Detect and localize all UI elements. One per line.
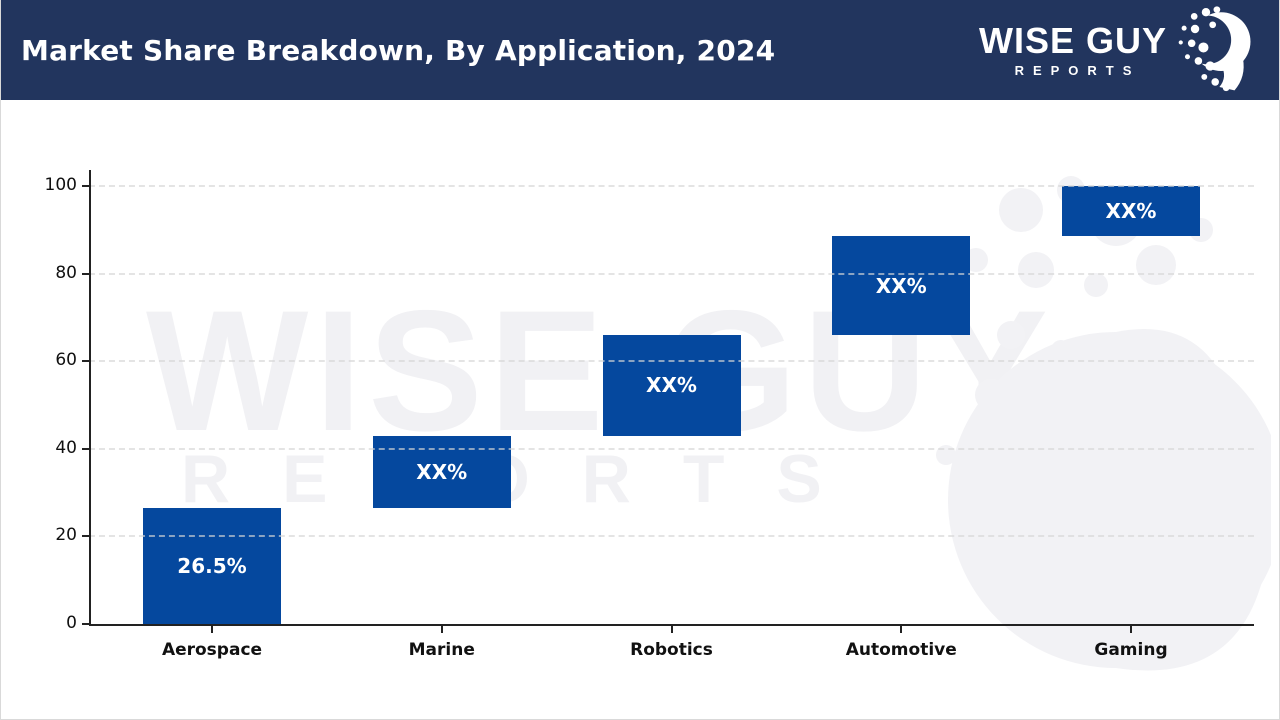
watermark-subtext: REPORTS bbox=[181, 441, 874, 517]
bar-value-label: XX% bbox=[416, 459, 468, 484]
y-axis-line bbox=[89, 170, 91, 626]
y-gridline bbox=[89, 272, 1254, 275]
bar-automotive: XX% bbox=[832, 236, 971, 335]
x-axis-tick-mark bbox=[440, 626, 443, 633]
wiseguy-head-icon bbox=[1178, 6, 1251, 92]
x-axis-tick-mark bbox=[211, 626, 213, 633]
logo-line1: WISE GUY bbox=[978, 20, 1167, 61]
x-axis-tick-mark bbox=[900, 626, 903, 633]
x-axis-category-label: Robotics bbox=[630, 640, 713, 660]
bar-value-label: XX% bbox=[1105, 199, 1157, 224]
x-axis-category-label: Automotive bbox=[845, 640, 957, 660]
bar-aerospace: 26.5% bbox=[143, 507, 281, 624]
y-axis-tick-mark bbox=[82, 185, 89, 187]
y-axis-tick-label: 0 bbox=[66, 613, 77, 633]
page-title: Market Share Breakdown, By Application, … bbox=[21, 33, 776, 67]
bar-value-label: XX% bbox=[875, 273, 927, 298]
header-bar: Market Share Breakdown, By Application, … bbox=[1, 0, 1279, 100]
y-axis-tick-label: 100 bbox=[44, 175, 77, 195]
x-axis-tick-mark bbox=[670, 626, 673, 633]
bar-gaming: XX% bbox=[1062, 186, 1200, 237]
bar-robotics: XX% bbox=[602, 334, 741, 436]
logo-wordmark: WISE GUY REPORTS bbox=[978, 20, 1167, 78]
logo-line2: REPORTS bbox=[1014, 63, 1141, 78]
y-axis-tick-label: 60 bbox=[55, 350, 77, 371]
x-axis-line bbox=[89, 624, 1254, 626]
y-axis-tick-mark bbox=[82, 447, 89, 450]
y-axis-tick-label: 20 bbox=[55, 525, 77, 546]
x-axis-tick-mark bbox=[1130, 626, 1132, 633]
y-gridline bbox=[89, 360, 1254, 363]
y-gridline bbox=[89, 185, 1254, 187]
bar-marine: XX% bbox=[372, 435, 511, 508]
y-axis-tick-mark bbox=[82, 360, 89, 363]
wiseguy-logo: WISE GUY REPORTS bbox=[979, 6, 1253, 94]
y-axis-tick-label: 80 bbox=[55, 262, 77, 283]
x-axis-category-label: Marine bbox=[408, 640, 475, 660]
bar-value-label: 26.5% bbox=[177, 553, 247, 578]
x-axis-category-label: Aerospace bbox=[161, 640, 263, 660]
x-axis-category-label: Gaming bbox=[1094, 640, 1168, 660]
y-axis-tick-mark bbox=[82, 623, 89, 625]
y-axis-tick-mark bbox=[82, 272, 89, 275]
bar-value-label: XX% bbox=[646, 373, 697, 398]
y-gridline bbox=[89, 535, 1254, 538]
y-axis-tick-mark bbox=[82, 535, 89, 538]
y-gridline bbox=[89, 447, 1254, 450]
y-axis-tick-label: 40 bbox=[55, 437, 77, 458]
